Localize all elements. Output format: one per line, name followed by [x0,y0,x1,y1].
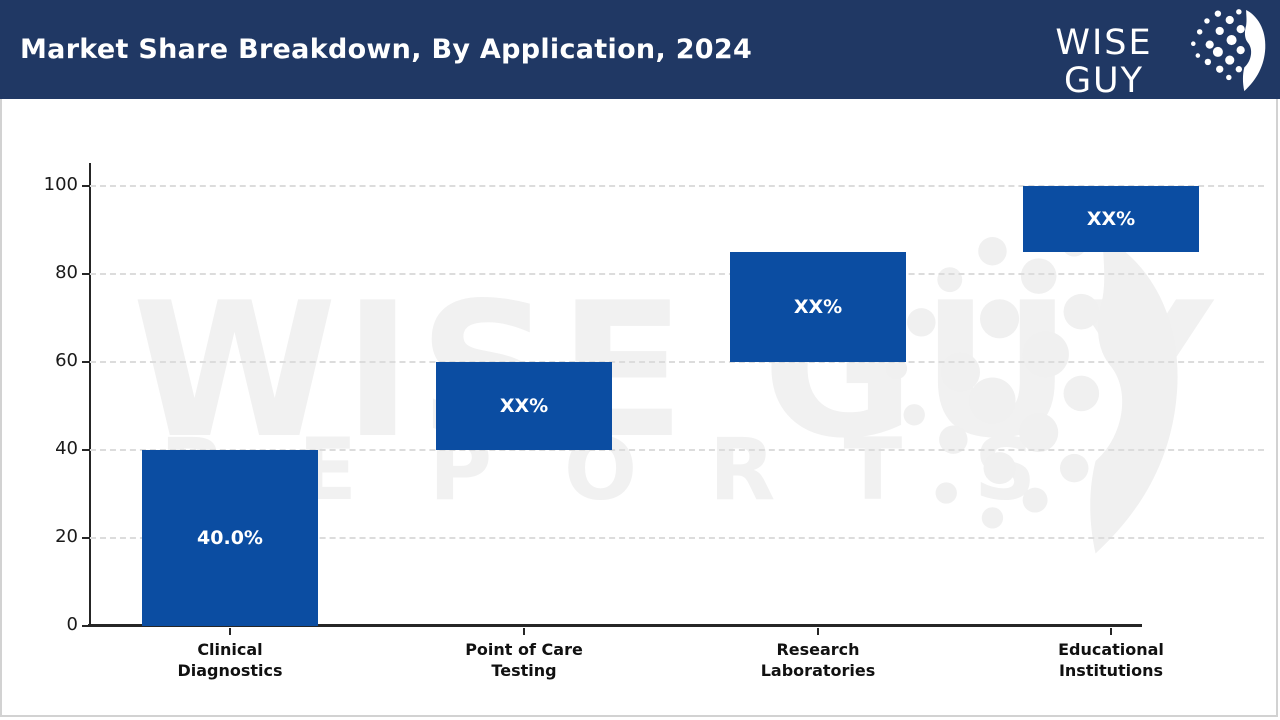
y-tick-80 [82,273,90,275]
y-tick-100 [82,185,90,187]
x-tick-2 [523,628,525,635]
y-tick-label-100: 100 [43,174,78,195]
y-tick-label-0: 0 [66,614,78,635]
x-category-label-3: Research Laboratories [760,640,876,680]
bar-segment-3: XX% [730,252,906,362]
x-category-label-2: Point of Care Testing [465,640,583,680]
y-tick-label-20: 20 [55,526,78,547]
brand-logo: WISE GUY REPORTS [1018,4,1268,117]
x-tick-1 [229,628,231,635]
bar-segment-4: XX% [1023,186,1199,252]
y-tick-60 [82,361,90,363]
x-tick-3 [817,628,819,635]
y-axis-line [89,163,91,627]
gridline-y-40 [90,449,1264,451]
y-tick-0 [82,625,90,627]
gridline-y-60 [90,361,1264,363]
y-tick-40 [82,449,90,451]
x-tick-4 [1110,628,1112,635]
gridline-y-100 [90,185,1264,187]
frame-border-bottom [0,715,1278,717]
chart-title: Market Share Breakdown, By Application, … [20,34,753,65]
gridline-y-20 [90,537,1264,539]
brand-subname: REPORTS [1045,102,1169,117]
brand-logo-text: WISE GUY REPORTS [1018,24,1190,117]
bar-value-label-3: XX% [793,296,843,318]
brand-name: WISE GUY [1055,23,1153,101]
frame-border-left [0,99,2,717]
bar-value-label-1: 40.0% [197,527,263,549]
x-axis-line [88,624,1142,627]
y-tick-label-40: 40 [55,438,78,459]
bar-value-label-2: XX% [499,395,549,417]
frame-border-right [1276,99,1278,717]
header-bar: Market Share Breakdown, By Application, … [0,0,1280,117]
bar-segment-1: 40.0% [142,450,318,626]
watermark-text-wiseguy: WISE GUY [132,262,1219,479]
x-category-label-1: Clinical Diagnostics [177,640,283,680]
y-tick-label-80: 80 [55,262,78,283]
x-category-label-4: Educational Institutions [1058,640,1164,680]
y-tick-label-60: 60 [55,350,78,371]
bar-value-label-4: XX% [1086,208,1136,230]
gridline-y-80 [90,273,1264,275]
y-tick-20 [82,537,90,539]
brand-head-icon [1191,9,1266,92]
bar-segment-2: XX% [436,362,612,450]
